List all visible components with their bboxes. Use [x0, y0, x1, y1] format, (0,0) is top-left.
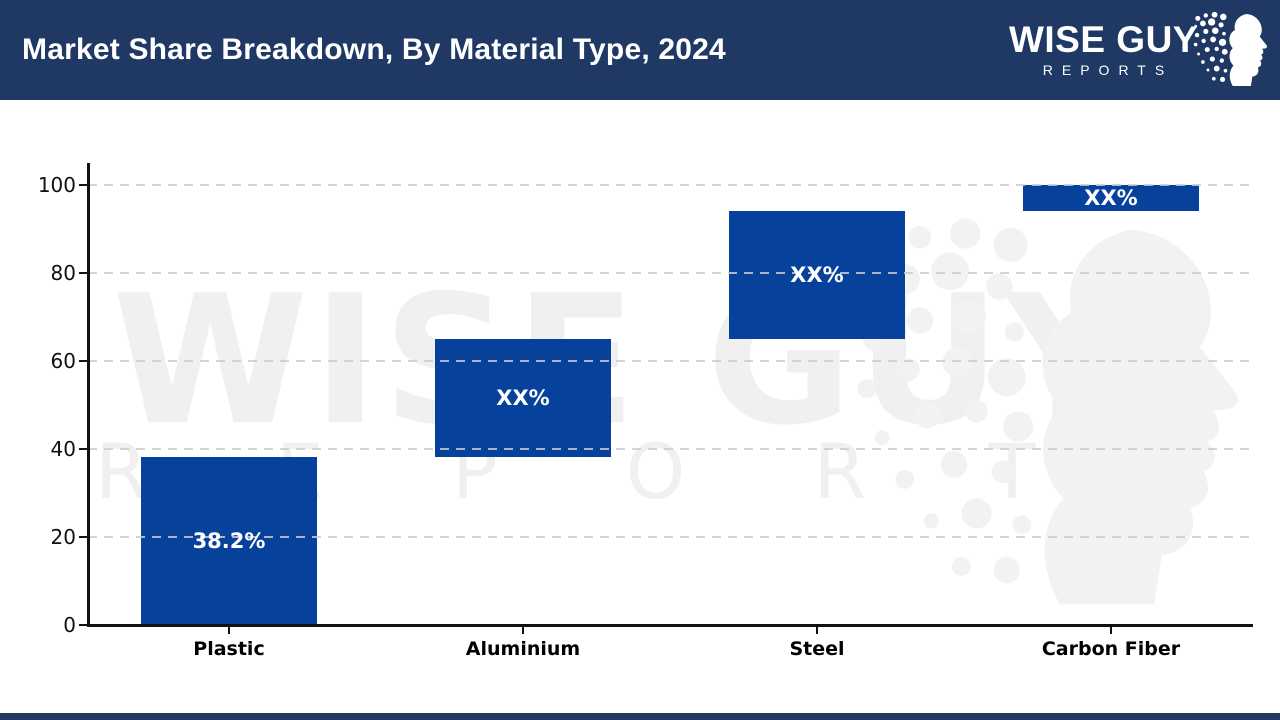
x-axis-tick-2: [816, 625, 818, 634]
y-axis-tick-80: [79, 272, 88, 274]
brand-logo-text: WISE GUY REPORTS: [1008, 19, 1198, 79]
x-axis-label-3: Carbon Fiber: [1041, 638, 1181, 660]
bar-value-label: XX%: [1084, 186, 1138, 211]
y-axis-tick-100: [79, 184, 88, 186]
watermark-face-icon: [848, 218, 1264, 616]
y-axis-tick-40: [79, 448, 88, 450]
gridline-40: [88, 448, 1252, 450]
gridline-100: [88, 184, 1252, 186]
x-axis-tick-3: [1110, 625, 1112, 634]
bar-steel: [729, 211, 905, 339]
bar-value-label: XX%: [790, 263, 844, 288]
y-axis-tick-20: [79, 536, 88, 538]
y-axis-label-80: 80: [50, 261, 76, 285]
x-axis-label-1: Aluminium: [465, 638, 581, 660]
bar-value-label: 38.2%: [192, 528, 266, 553]
footer-bar: [0, 713, 1280, 720]
header: Market Share Breakdown, By Material Type…: [0, 0, 1280, 100]
y-axis-label-40: 40: [50, 437, 76, 461]
y-axis-tick-0: [79, 624, 88, 626]
bar-value-label: XX%: [496, 385, 550, 410]
bar-aluminium: [435, 339, 611, 457]
y-axis-label-100: 100: [37, 173, 76, 197]
gridline-20: [88, 536, 1252, 538]
gridline-60: [88, 360, 1252, 362]
brand-name: WISE GUY: [1008, 19, 1198, 60]
gridline-80: [88, 272, 1252, 274]
x-axis-line: [87, 624, 1253, 627]
bar-plastic: [141, 456, 317, 625]
y-axis-tick-60: [79, 360, 88, 362]
y-axis-label-60: 60: [50, 349, 76, 373]
page-title: Market Share Breakdown, By Material Type…: [22, 33, 726, 66]
bar-carbon-fiber: [1023, 185, 1199, 212]
y-axis-label-20: 20: [50, 525, 76, 549]
brand-logo: WISE GUY REPORTS: [1009, 6, 1274, 94]
y-axis-label-0: 0: [63, 613, 76, 637]
y-axis-spine: [87, 163, 90, 627]
brand-face-icon: [1192, 9, 1272, 91]
x-axis-tick-1: [522, 625, 524, 634]
x-axis-label-2: Steel: [789, 638, 845, 660]
x-axis-label-0: Plastic: [193, 638, 265, 660]
brand-subname: REPORTS: [1042, 62, 1174, 78]
x-axis-tick-0: [228, 625, 230, 634]
